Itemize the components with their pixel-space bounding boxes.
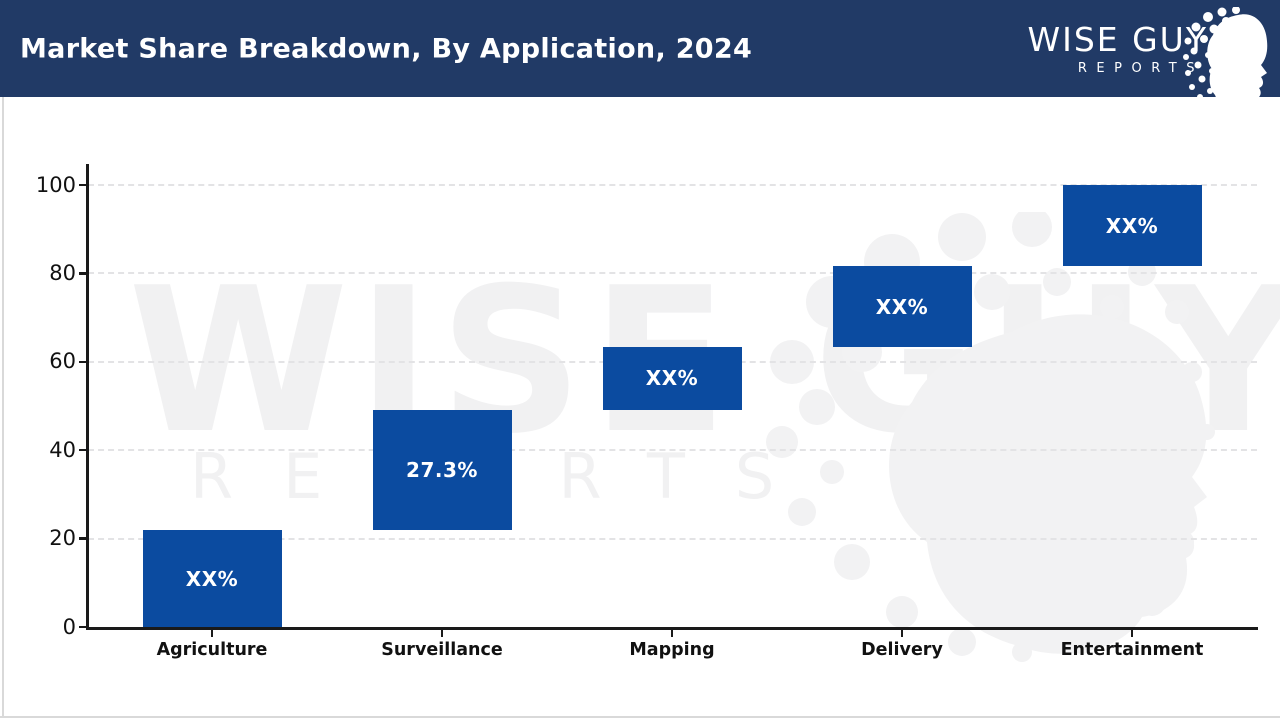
x-axis-label: Surveillance: [381, 640, 503, 660]
x-tick-mark: [670, 628, 674, 637]
left-hairline: [2, 97, 4, 717]
gridline: [88, 272, 1257, 275]
bar: XX%: [142, 530, 282, 627]
x-axis-label: Entertainment: [1060, 640, 1204, 660]
bar: 27.3%: [372, 409, 512, 531]
y-tick-mark: [79, 360, 88, 363]
chart-title: Market Share Breakdown, By Application, …: [20, 33, 753, 64]
x-axis-label: Agriculture: [156, 640, 268, 660]
y-tick-label: 80: [49, 260, 76, 285]
y-tick-label: 40: [49, 437, 76, 462]
gridline: [88, 537, 1257, 540]
x-axis-label: Mapping: [629, 640, 715, 660]
bottom-hairline: [0, 716, 1280, 718]
gridline: [88, 184, 1257, 186]
logo-face-icon: [1183, 7, 1268, 107]
wise-guy-reports-logo: WISE GUY REPORTS: [1010, 0, 1270, 107]
logo-wordmark: WISE GUY: [1027, 20, 1208, 59]
y-tick-mark: [79, 537, 88, 540]
y-tick-label: 20: [49, 526, 76, 551]
bar-value-label: XX%: [1105, 213, 1159, 238]
y-tick-label: 60: [49, 349, 76, 374]
x-axis-label: Delivery: [861, 640, 943, 660]
x-tick-mark: [440, 628, 444, 637]
y-tick-label: 100: [35, 172, 76, 197]
y-tick-label: 0: [62, 614, 76, 639]
bar-value-label: XX%: [185, 566, 239, 591]
y-tick-mark: [79, 449, 88, 452]
gridline: [88, 449, 1257, 452]
y-axis-line: [86, 164, 89, 629]
x-axis-line: [86, 627, 1258, 630]
logo-subtitle: REPORTS: [1077, 61, 1204, 76]
bar: XX%: [1062, 185, 1202, 267]
bar-value-label: XX%: [875, 294, 929, 319]
x-tick-mark: [210, 628, 214, 637]
bar: XX%: [602, 346, 742, 410]
header-bar: Market Share Breakdown, By Application, …: [0, 0, 1280, 107]
y-tick-mark: [79, 625, 88, 629]
bar: XX%: [832, 266, 972, 347]
y-tick-mark: [79, 272, 88, 275]
bar-value-label: 27.3%: [406, 457, 478, 482]
bar-value-label: XX%: [645, 366, 699, 391]
y-tick-mark: [79, 183, 88, 187]
